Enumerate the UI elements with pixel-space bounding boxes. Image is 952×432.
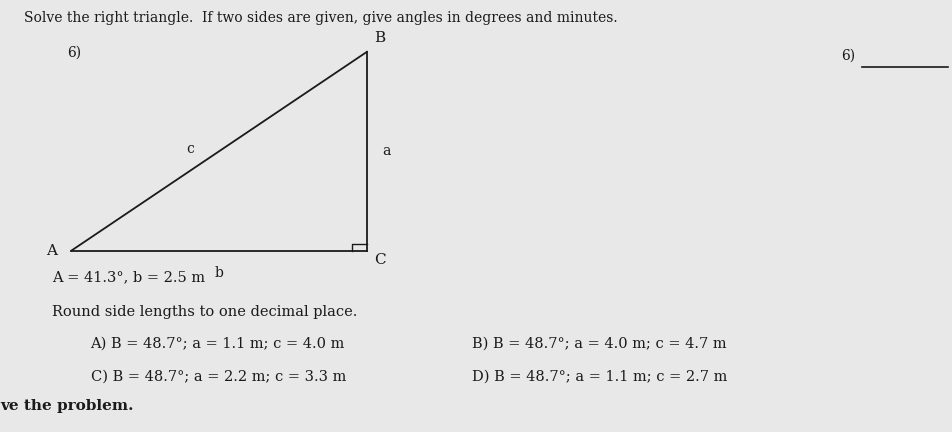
Text: B) B = 48.7°; a = 4.0 m; c = 4.7 m: B) B = 48.7°; a = 4.0 m; c = 4.7 m bbox=[471, 337, 725, 351]
Text: C: C bbox=[373, 252, 386, 267]
Text: Solve the right triangle.  If two sides are given, give angles in degrees and mi: Solve the right triangle. If two sides a… bbox=[24, 11, 617, 25]
Text: a: a bbox=[382, 144, 390, 158]
Text: 6): 6) bbox=[840, 49, 854, 63]
Text: c: c bbox=[187, 142, 194, 156]
Text: A) B = 48.7°; a = 1.1 m; c = 4.0 m: A) B = 48.7°; a = 1.1 m; c = 4.0 m bbox=[90, 337, 345, 351]
Text: D) B = 48.7°; a = 1.1 m; c = 2.7 m: D) B = 48.7°; a = 1.1 m; c = 2.7 m bbox=[471, 369, 726, 383]
Text: A = 41.3°, b = 2.5 m: A = 41.3°, b = 2.5 m bbox=[52, 270, 206, 284]
Text: ve the problem.: ve the problem. bbox=[0, 399, 133, 413]
Text: C) B = 48.7°; a = 2.2 m; c = 3.3 m: C) B = 48.7°; a = 2.2 m; c = 3.3 m bbox=[90, 369, 346, 383]
Text: b: b bbox=[214, 266, 224, 280]
Text: 6): 6) bbox=[67, 45, 81, 59]
Text: B: B bbox=[373, 32, 385, 45]
Text: Round side lengths to one decimal place.: Round side lengths to one decimal place. bbox=[52, 305, 357, 318]
Text: A: A bbox=[46, 244, 57, 257]
